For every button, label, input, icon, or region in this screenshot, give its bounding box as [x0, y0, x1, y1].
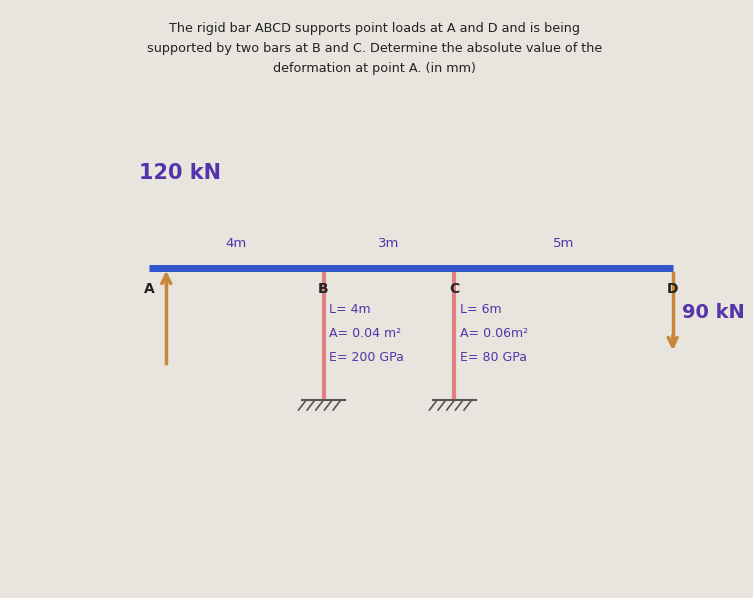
- Text: A: A: [144, 282, 154, 296]
- Text: 3m: 3m: [378, 237, 400, 250]
- Text: 90 kN: 90 kN: [682, 304, 745, 322]
- Text: 5m: 5m: [553, 237, 575, 250]
- Text: The rigid bar ABCD supports point loads at A and D and is being: The rigid bar ABCD supports point loads …: [169, 22, 581, 35]
- Text: C: C: [450, 282, 459, 296]
- Text: A= 0.06m²: A= 0.06m²: [460, 327, 529, 340]
- Text: D: D: [667, 282, 678, 296]
- Text: E= 200 GPa: E= 200 GPa: [329, 351, 404, 364]
- Text: B: B: [319, 282, 329, 296]
- Text: E= 80 GPa: E= 80 GPa: [460, 351, 527, 364]
- Text: A= 0.04 m²: A= 0.04 m²: [329, 327, 401, 340]
- Text: L= 6m: L= 6m: [460, 303, 501, 316]
- Text: 120 kN: 120 kN: [139, 163, 221, 183]
- Text: supported by two bars at B and C. Determine the absolute value of the: supported by two bars at B and C. Determ…: [147, 42, 602, 55]
- Text: L= 4m: L= 4m: [329, 303, 371, 316]
- Text: deformation at point A. (in mm): deformation at point A. (in mm): [273, 62, 476, 75]
- Text: 4m: 4m: [226, 237, 247, 250]
